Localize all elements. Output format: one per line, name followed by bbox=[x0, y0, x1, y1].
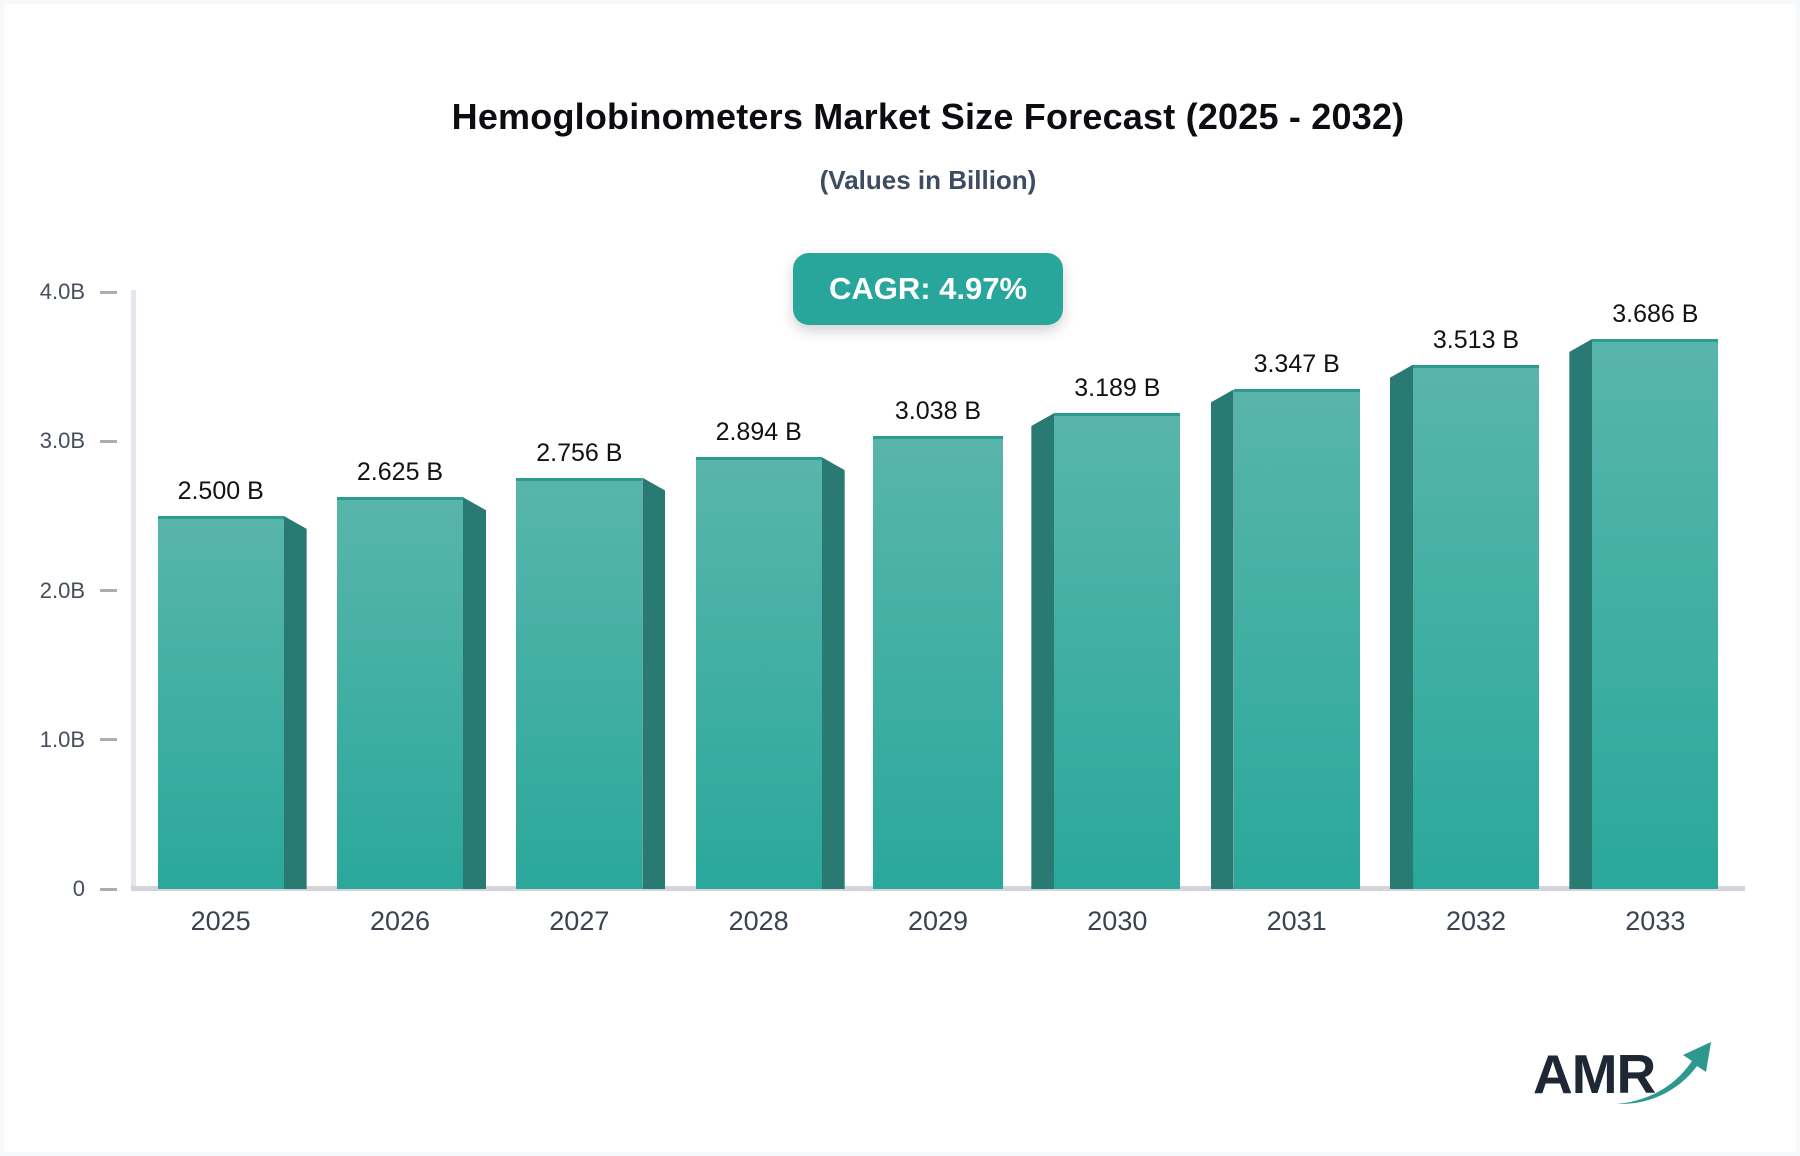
y-tick-label: 3.0B bbox=[39, 428, 85, 454]
bar-value-label: 3.189 B bbox=[1074, 374, 1161, 403]
bar-side-2033 bbox=[1569, 338, 1593, 889]
x-tick-label: 2028 bbox=[728, 906, 789, 936]
bar-2029 bbox=[873, 435, 1003, 889]
amr-logo: AMR bbox=[1533, 1042, 1711, 1117]
y-tick-dash bbox=[100, 738, 117, 742]
x-tick-label: 2032 bbox=[1445, 906, 1507, 936]
y-tick-label: 0 bbox=[72, 876, 85, 901]
bar-side-2028 bbox=[821, 457, 845, 889]
bar-2025 bbox=[157, 515, 284, 889]
bar-2030 bbox=[1054, 413, 1181, 889]
plot-area: 0 1.0B 2.0B 3.0B 4.0B 2.500 B 2.625 B 2.756 B 2… bbox=[40, 279, 1745, 936]
growth-arrow-icon bbox=[1617, 1042, 1711, 1105]
x-tick-label: 2031 bbox=[1266, 906, 1327, 936]
x-tick-label: 2025 bbox=[190, 906, 251, 936]
bar-value-label: 2.625 B bbox=[356, 458, 444, 487]
bar-value-label: 3.347 B bbox=[1253, 350, 1340, 379]
x-tick-label: 2029 bbox=[907, 906, 969, 936]
bar-2028 bbox=[695, 457, 822, 889]
y-tick-label: 2.0B bbox=[39, 577, 85, 603]
bar-side-2030 bbox=[1031, 413, 1055, 889]
x-tick-label: 2030 bbox=[1087, 906, 1148, 936]
chart-title: Hemoglobinometers Market Size Forecast (… bbox=[451, 96, 1405, 137]
y-tick-dash bbox=[100, 589, 117, 592]
bar-2027 bbox=[516, 477, 643, 889]
chart-subtitle: (Values in Billion) bbox=[819, 165, 1037, 195]
bar-side-2026 bbox=[463, 497, 486, 889]
bar-2032 bbox=[1413, 364, 1539, 889]
cagr-badge-label: CAGR: 4.97% bbox=[828, 271, 1028, 306]
bar-2031 bbox=[1233, 389, 1360, 889]
bar-value-label: 3.513 B bbox=[1432, 325, 1520, 354]
y-axis-line bbox=[131, 290, 136, 891]
x-tick-label: 2027 bbox=[549, 906, 610, 936]
y-tick-label: 4.0B bbox=[39, 279, 85, 304]
x-tick-label: 2033 bbox=[1625, 906, 1686, 936]
bar-value-label: 3.686 B bbox=[1612, 299, 1699, 328]
bar-value-label: 2.756 B bbox=[536, 438, 623, 467]
y-tick-dash bbox=[100, 290, 117, 294]
bar-2026 bbox=[337, 497, 463, 889]
bar-value-label: 2.894 B bbox=[715, 418, 802, 447]
cagr-badge: CAGR: 4.97% bbox=[793, 253, 1063, 325]
y-tick-label: 1.0B bbox=[39, 726, 85, 752]
bar-side-2025 bbox=[283, 515, 307, 889]
bar-side-2031 bbox=[1210, 389, 1234, 889]
bar-side-2027 bbox=[642, 477, 666, 889]
amr-logo-text: AMR bbox=[1533, 1043, 1656, 1105]
bar-value-label: 3.038 B bbox=[894, 396, 982, 425]
bar-2033 bbox=[1592, 338, 1719, 889]
y-tick-dash bbox=[100, 439, 117, 443]
x-tick-label: 2026 bbox=[369, 906, 431, 936]
bar-side-2032 bbox=[1390, 364, 1413, 889]
y-tick-dash bbox=[100, 887, 117, 891]
bar-value-label: 2.500 B bbox=[177, 476, 264, 505]
